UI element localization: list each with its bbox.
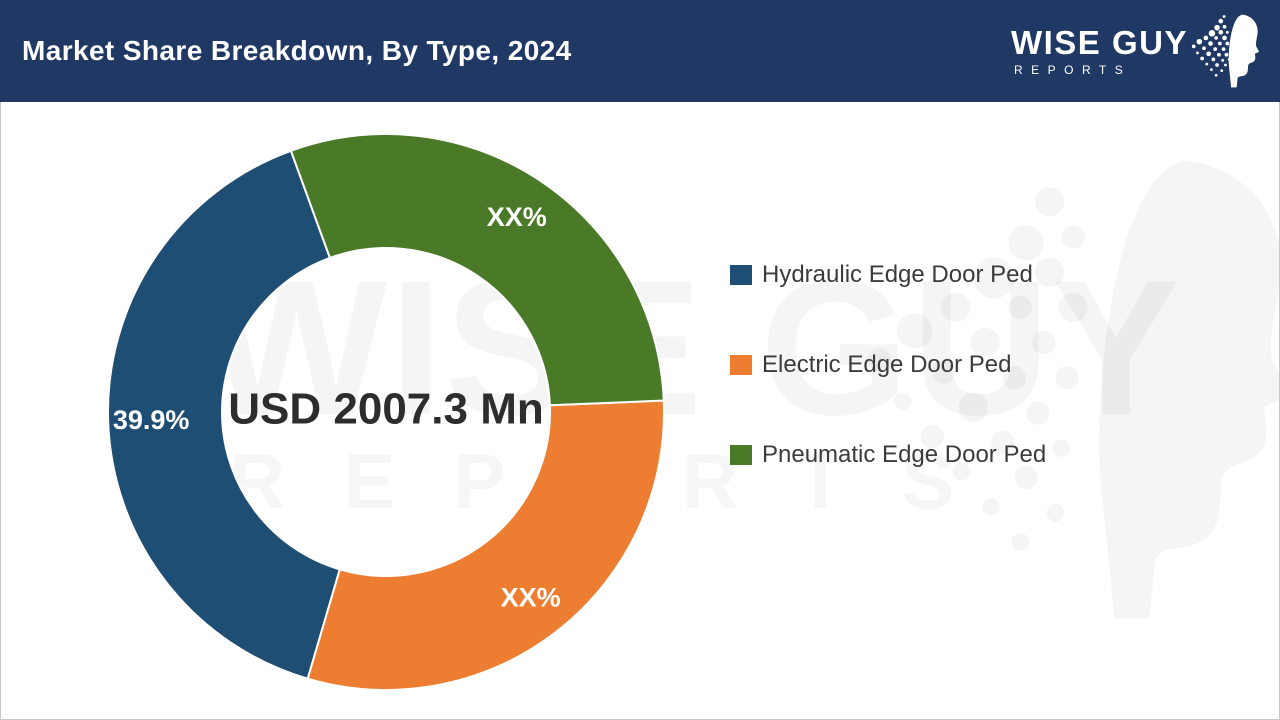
logo-subtitle: REPORTS <box>1013 63 1132 77</box>
chart-legend: Hydraulic Edge Door Ped Electric Edge Do… <box>730 261 1047 532</box>
donut-chart-area: 39.9% XX% XX% USD 2007.3 Mn <box>106 132 666 692</box>
legend-item-hydraulic: Hydraulic Edge Door Ped <box>730 261 1046 288</box>
center-value-label: USD 2007.3 Mn <box>228 384 543 433</box>
watermark-wordmark: WISE GUY <box>206 252 1182 444</box>
legend-label-hydraulic: Hydraulic Edge Door Ped <box>762 261 1033 288</box>
wiseguy-logo: WISE GUY REPORTS <box>1011 10 1260 92</box>
slice-percent-label-0: 39.9% <box>113 405 190 435</box>
header-bar: Market Share Breakdown, By Type, 2024 WI… <box>0 0 1280 102</box>
donut-slice-1 <box>306 399 665 691</box>
legend-item-pneumatic: Pneumatic Edge Door Ped <box>730 441 1047 468</box>
legend-item-electric: Electric Edge Door Ped <box>730 351 1046 378</box>
chart-canvas: WISE GUY REPORTS 39.9%XX%XX%USD 2007.3 M… <box>0 102 1280 720</box>
legend-swatch-electric <box>730 355 752 375</box>
watermark-face-icon <box>867 160 1279 619</box>
donut-chart: 39.9% XX% XX% USD 2007.3 Mn <box>107 133 665 691</box>
legend-swatch-pneumatic <box>730 445 752 465</box>
logo-text: WISE GUY REPORTS <box>1011 26 1188 76</box>
page-title: Market Share Breakdown, By Type, 2024 <box>22 34 572 66</box>
logo-wordmark: WISE GUY <box>1010 24 1188 61</box>
legend-label-pneumatic: Pneumatic Edge Door Ped <box>762 441 1047 468</box>
slice-percent-label-1: XX% <box>501 583 561 613</box>
legend-swatch-hydraulic <box>730 265 752 285</box>
donut-slice-2 <box>289 133 665 407</box>
legend-label-electric: Electric Edge Door Ped <box>762 351 1012 378</box>
donut-slice-0 <box>107 149 342 680</box>
wiseguy-face-icon <box>1191 14 1260 88</box>
slice-percent-label-2: XX% <box>487 202 547 232</box>
